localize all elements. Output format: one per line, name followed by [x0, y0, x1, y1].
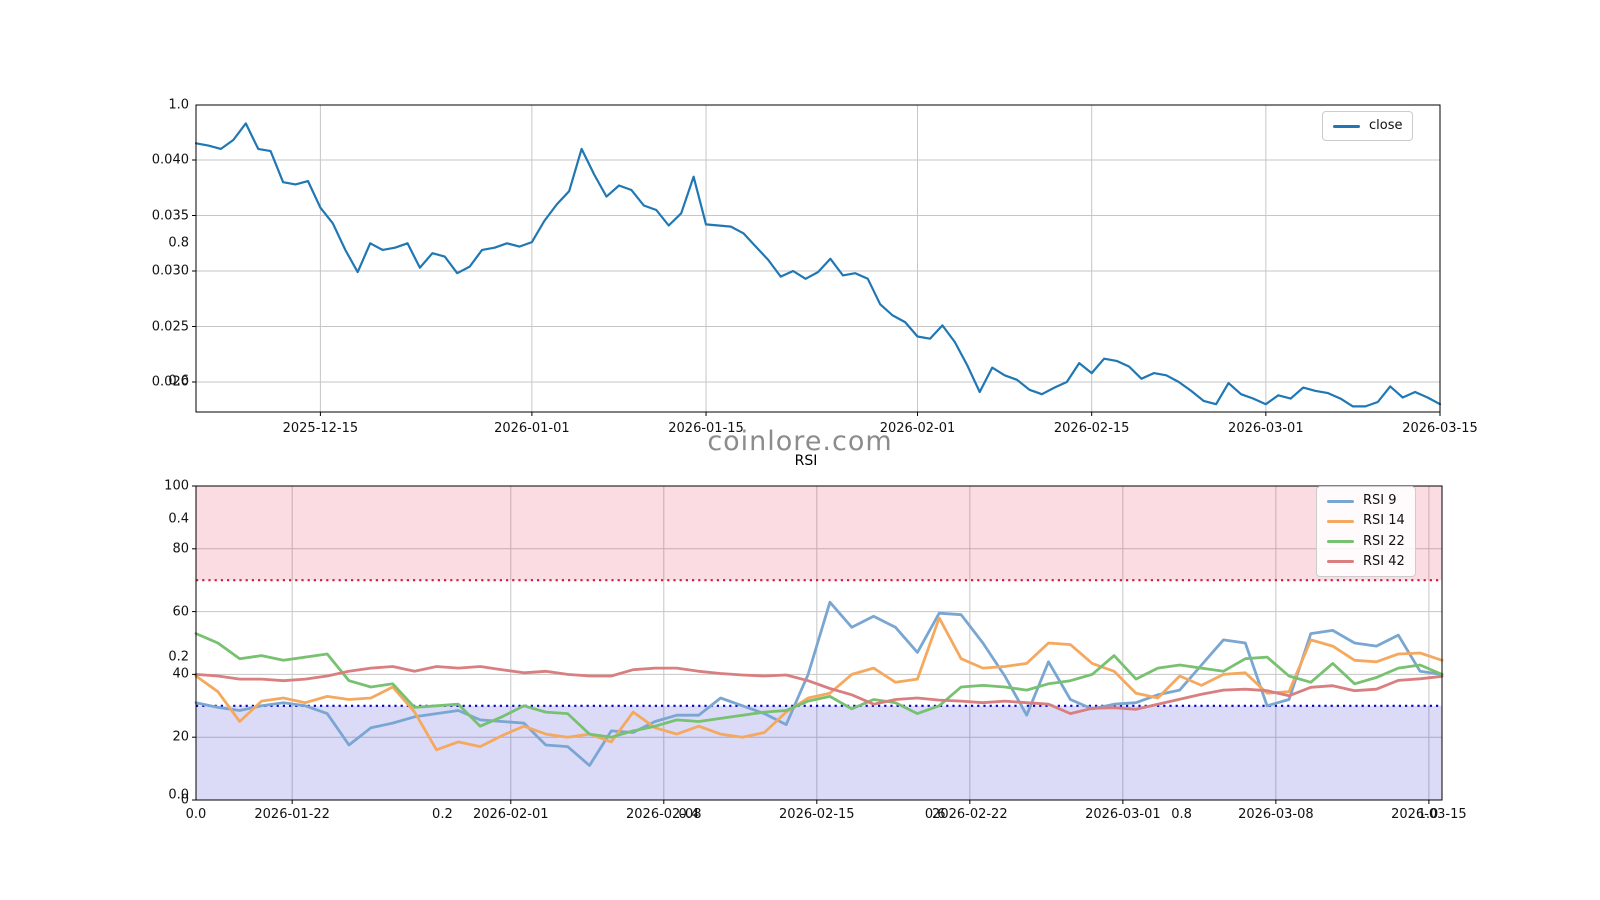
rsi-chart-title: RSI: [794, 453, 818, 469]
legend-label-rsi14: RSI 14: [1363, 513, 1405, 529]
watermark: coinlore.com: [707, 426, 893, 457]
tick-label: 20: [172, 729, 189, 745]
tick-label: 2026-02-15: [1053, 421, 1130, 436]
rsi9-line-swatch: [1327, 499, 1354, 503]
tick-label: 0.4: [678, 807, 700, 822]
legend-entry-rsi22: RSI 22: [1323, 532, 1409, 552]
tick-label: 1.0: [168, 97, 189, 113]
tick-label: 1.0: [1417, 807, 1439, 822]
legend-entry-close: close: [1329, 116, 1406, 136]
legend-entry-rsi14: RSI 14: [1323, 511, 1409, 531]
tick-label: 100: [164, 478, 189, 494]
legend-label-rsi9: RSI 9: [1363, 493, 1397, 508]
tick-label: 0.0: [168, 787, 189, 803]
tick-label: 0.8: [168, 235, 189, 251]
tick-label: 0.2: [432, 807, 453, 822]
close-line-swatch: [1333, 124, 1360, 128]
tick-label: 0.6: [924, 807, 946, 822]
tick-label: 2026-01-01: [494, 421, 570, 436]
tick-label: 2026-01-15: [668, 421, 744, 436]
tick-label: 2025-12-15: [282, 421, 359, 436]
tick-label: 2026-03-08: [1238, 807, 1314, 822]
legend-label-rsi42: RSI 42: [1363, 553, 1405, 569]
rsi42-line-swatch: [1327, 560, 1354, 564]
rsi14-line-swatch: [1327, 519, 1354, 523]
rsi-chart-legend: RSI 9 RSI 14 RSI 22 RSI 42: [1316, 486, 1416, 577]
tick-label: 2026-01-22: [254, 807, 330, 822]
tick-label: 0.035: [151, 208, 189, 223]
tick-label: 0: [180, 792, 189, 808]
tick-label: 0.6: [168, 373, 189, 389]
legend-entry-rsi42: RSI 42: [1323, 552, 1409, 572]
tick-label: 2026-02-15: [779, 807, 855, 822]
tick-label: 2026-02-01: [879, 421, 956, 436]
tick-label: 0.025: [151, 319, 189, 334]
tick-label: 0.040: [151, 152, 189, 168]
tick-label: 2026-03-01: [1228, 421, 1304, 436]
tick-label: 0.2: [168, 649, 189, 665]
tick-label: 2026-03-15: [1402, 421, 1478, 436]
tick-label: 2026-02-01: [472, 807, 549, 822]
tick-label: 2026-03-01: [1085, 807, 1161, 822]
tick-label: 2026-03-15: [1391, 807, 1467, 822]
tick-label: 0.020: [151, 374, 189, 390]
tick-label: 60: [172, 604, 189, 620]
tick-label: 2026-02-08: [626, 807, 702, 822]
tick-label: 0.4: [168, 511, 189, 527]
tick-label: 0.8: [1171, 807, 1192, 822]
tick-label: 0.0: [185, 807, 207, 822]
legend-label-close: close: [1369, 118, 1403, 133]
tick-label: 40: [172, 666, 189, 682]
tick-label: 0.030: [151, 263, 189, 279]
rsi22-line-swatch: [1327, 540, 1354, 544]
tick-label: 2026-02-22: [932, 807, 1008, 822]
legend-label-rsi22: RSI 22: [1363, 533, 1405, 549]
price-chart-legend: close: [1322, 111, 1414, 142]
legend-entry-rsi9: RSI 9: [1323, 491, 1409, 511]
tick-label: 80: [172, 541, 189, 557]
